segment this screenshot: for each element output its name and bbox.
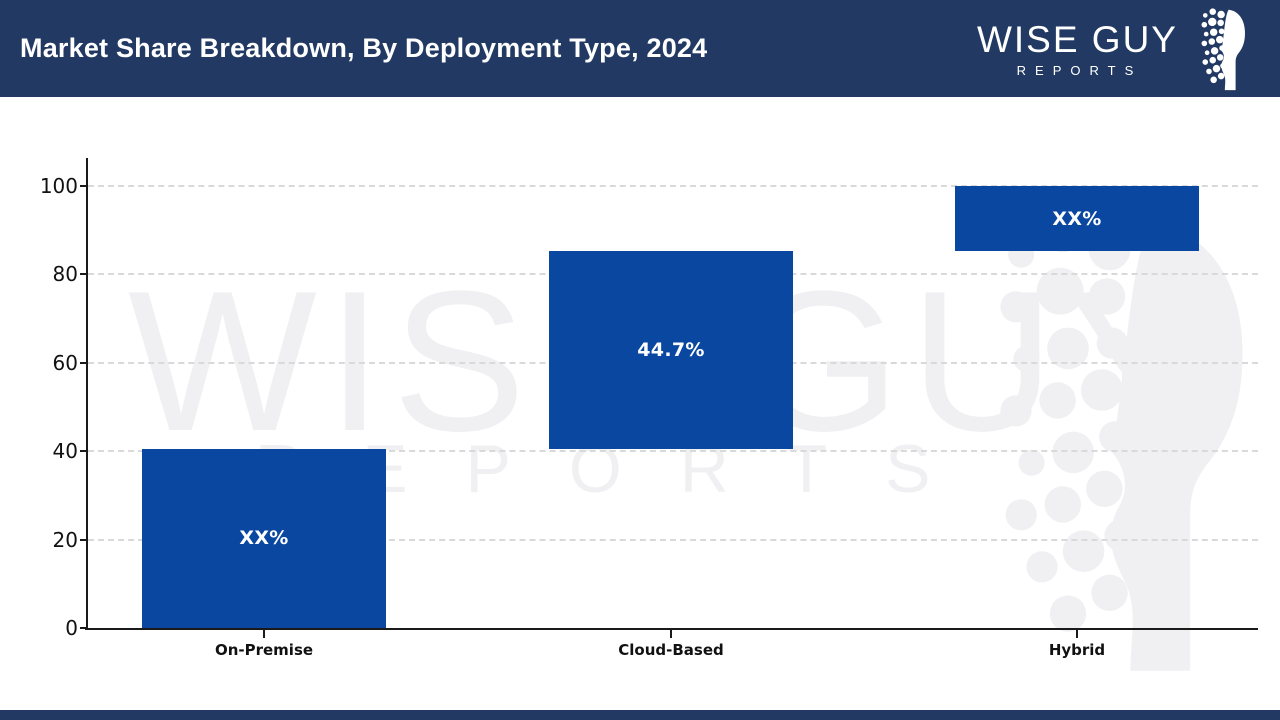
- y-tick-mark: [80, 538, 88, 541]
- brand-logo-text: WISE GUY REPORTS: [977, 21, 1178, 77]
- gridline-y20: [88, 538, 1258, 541]
- gridline-y40: [88, 450, 1258, 453]
- bar-hybrid: XX%: [955, 186, 1199, 252]
- brand-face-icon: [1201, 7, 1245, 90]
- y-tick-label: 0: [65, 616, 78, 640]
- x-category-label: On-Premise: [214, 641, 314, 659]
- x-tick-mark: [263, 629, 265, 638]
- bar-value-label: XX%: [1052, 207, 1102, 230]
- bar-value-label: 44.7%: [637, 339, 705, 362]
- y-axis-line: [86, 158, 88, 630]
- y-tick-label: 20: [52, 527, 78, 552]
- watermark-face-icon: [1000, 215, 1243, 671]
- y-tick-mark: [80, 450, 88, 453]
- y-tick-mark: [80, 361, 88, 364]
- bar-cloud-based: 44.7%: [549, 251, 793, 449]
- bar-value-label: XX%: [239, 527, 289, 550]
- brand-reports-text: REPORTS: [1016, 62, 1143, 78]
- chart-title: Market Share Breakdown, By Deployment Ty…: [20, 33, 708, 63]
- brand-logo: WISE GUY REPORTS: [977, 7, 1262, 91]
- x-category-label: Cloud-Based: [618, 641, 724, 659]
- y-tick-mark: [80, 185, 88, 187]
- y-tick-label: 60: [52, 350, 78, 375]
- y-tick-label: 80: [52, 262, 78, 287]
- bar-on-premise: XX%: [142, 448, 386, 628]
- gridline-y100: [88, 185, 1258, 187]
- y-tick-mark: [80, 273, 88, 276]
- x-tick-mark: [1076, 629, 1078, 638]
- x-category-label: Hybrid: [1048, 641, 1106, 659]
- y-tick-label: 40: [52, 439, 78, 464]
- y-tick-label: 100: [39, 174, 78, 198]
- footer-band: [0, 710, 1280, 720]
- header-band: Market Share Breakdown, By Deployment Ty…: [0, 0, 1280, 97]
- y-tick-mark: [80, 627, 88, 629]
- x-tick-mark: [670, 629, 672, 638]
- brand-wordmark: WISE GUY: [976, 18, 1178, 60]
- x-axis-line: [85, 628, 1258, 630]
